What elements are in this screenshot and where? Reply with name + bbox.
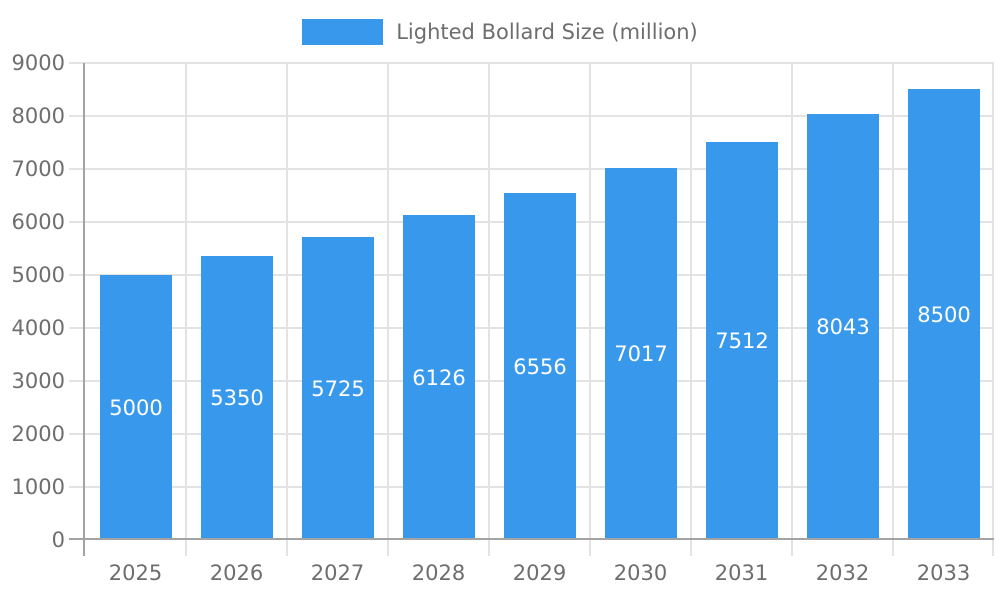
x-axis-tick-label: 2030 <box>613 561 668 585</box>
x-axis-tick-label: 2025 <box>108 561 163 585</box>
bar-value-label: 7512 <box>715 329 769 353</box>
legend-swatch <box>302 19 384 45</box>
x-axis-line <box>69 538 994 540</box>
h-gridline <box>69 115 994 117</box>
x-axis-tick-label: 2032 <box>815 561 870 585</box>
y-axis-tick-label: 3000 <box>11 369 65 393</box>
bar-2032[interactable]: 8043 <box>807 114 879 540</box>
h-gridline <box>69 62 994 64</box>
legend-label: Lighted Bollard Size (million) <box>396 20 698 44</box>
v-gridline <box>589 63 591 556</box>
bar-2028[interactable]: 6126 <box>403 215 475 540</box>
bar-value-label: 6126 <box>412 365 466 390</box>
v-gridline <box>185 63 187 556</box>
y-axis-line <box>83 63 85 556</box>
bar-2029[interactable]: 6556 <box>504 193 576 540</box>
x-axis-tick-label: 2027 <box>310 561 365 585</box>
v-gridline <box>286 63 288 556</box>
y-axis-tick-label: 2000 <box>11 422 65 446</box>
bar-value-label: 6556 <box>513 354 567 379</box>
bar-value-label: 5000 <box>109 395 163 420</box>
bar-value-label: 8500 <box>917 302 971 327</box>
y-axis-tick-label: 9000 <box>11 51 65 75</box>
bar-2026[interactable]: 5350 <box>201 256 273 540</box>
bar-2025[interactable]: 5000 <box>100 275 172 540</box>
v-gridline <box>488 63 490 556</box>
bar-value-label: 7017 <box>614 342 668 366</box>
bar-2031[interactable]: 7512 <box>706 142 778 540</box>
bar-value-label: 5725 <box>311 376 365 401</box>
v-gridline <box>892 63 894 556</box>
x-axis-tick-label: 2033 <box>916 561 971 585</box>
x-axis-tick-label: 2028 <box>411 561 466 585</box>
v-gridline <box>387 63 389 556</box>
y-axis-tick-label: 5000 <box>11 263 65 287</box>
x-axis-tick-label: 2031 <box>714 561 769 585</box>
y-axis-tick-label: 8000 <box>11 104 65 128</box>
y-axis-tick-label: 6000 <box>11 210 65 234</box>
bar-2027[interactable]: 5725 <box>302 237 374 540</box>
y-axis-tick-label: 7000 <box>11 157 65 181</box>
v-gridline <box>690 63 692 556</box>
bar-value-label: 5350 <box>210 386 264 410</box>
bar-2030[interactable]: 7017 <box>605 168 677 540</box>
x-axis-tick-label: 2029 <box>512 561 567 585</box>
v-gridline <box>992 63 994 556</box>
legend[interactable]: Lighted Bollard Size (million) <box>0 19 1000 45</box>
plot-area: 5000 5350 5725 6126 6556 7017 7512 8043 8500 <box>69 62 994 556</box>
y-axis-tick-label: 0 <box>51 528 65 552</box>
h-gridline <box>69 168 994 170</box>
x-axis-tick-label: 2026 <box>209 561 264 585</box>
v-gridline <box>791 63 793 556</box>
bar-value-label: 8043 <box>816 315 870 339</box>
y-axis-tick-label: 1000 <box>11 475 65 499</box>
y-axis-tick-label: 4000 <box>11 316 65 340</box>
bar-2033[interactable]: 8500 <box>908 89 980 540</box>
